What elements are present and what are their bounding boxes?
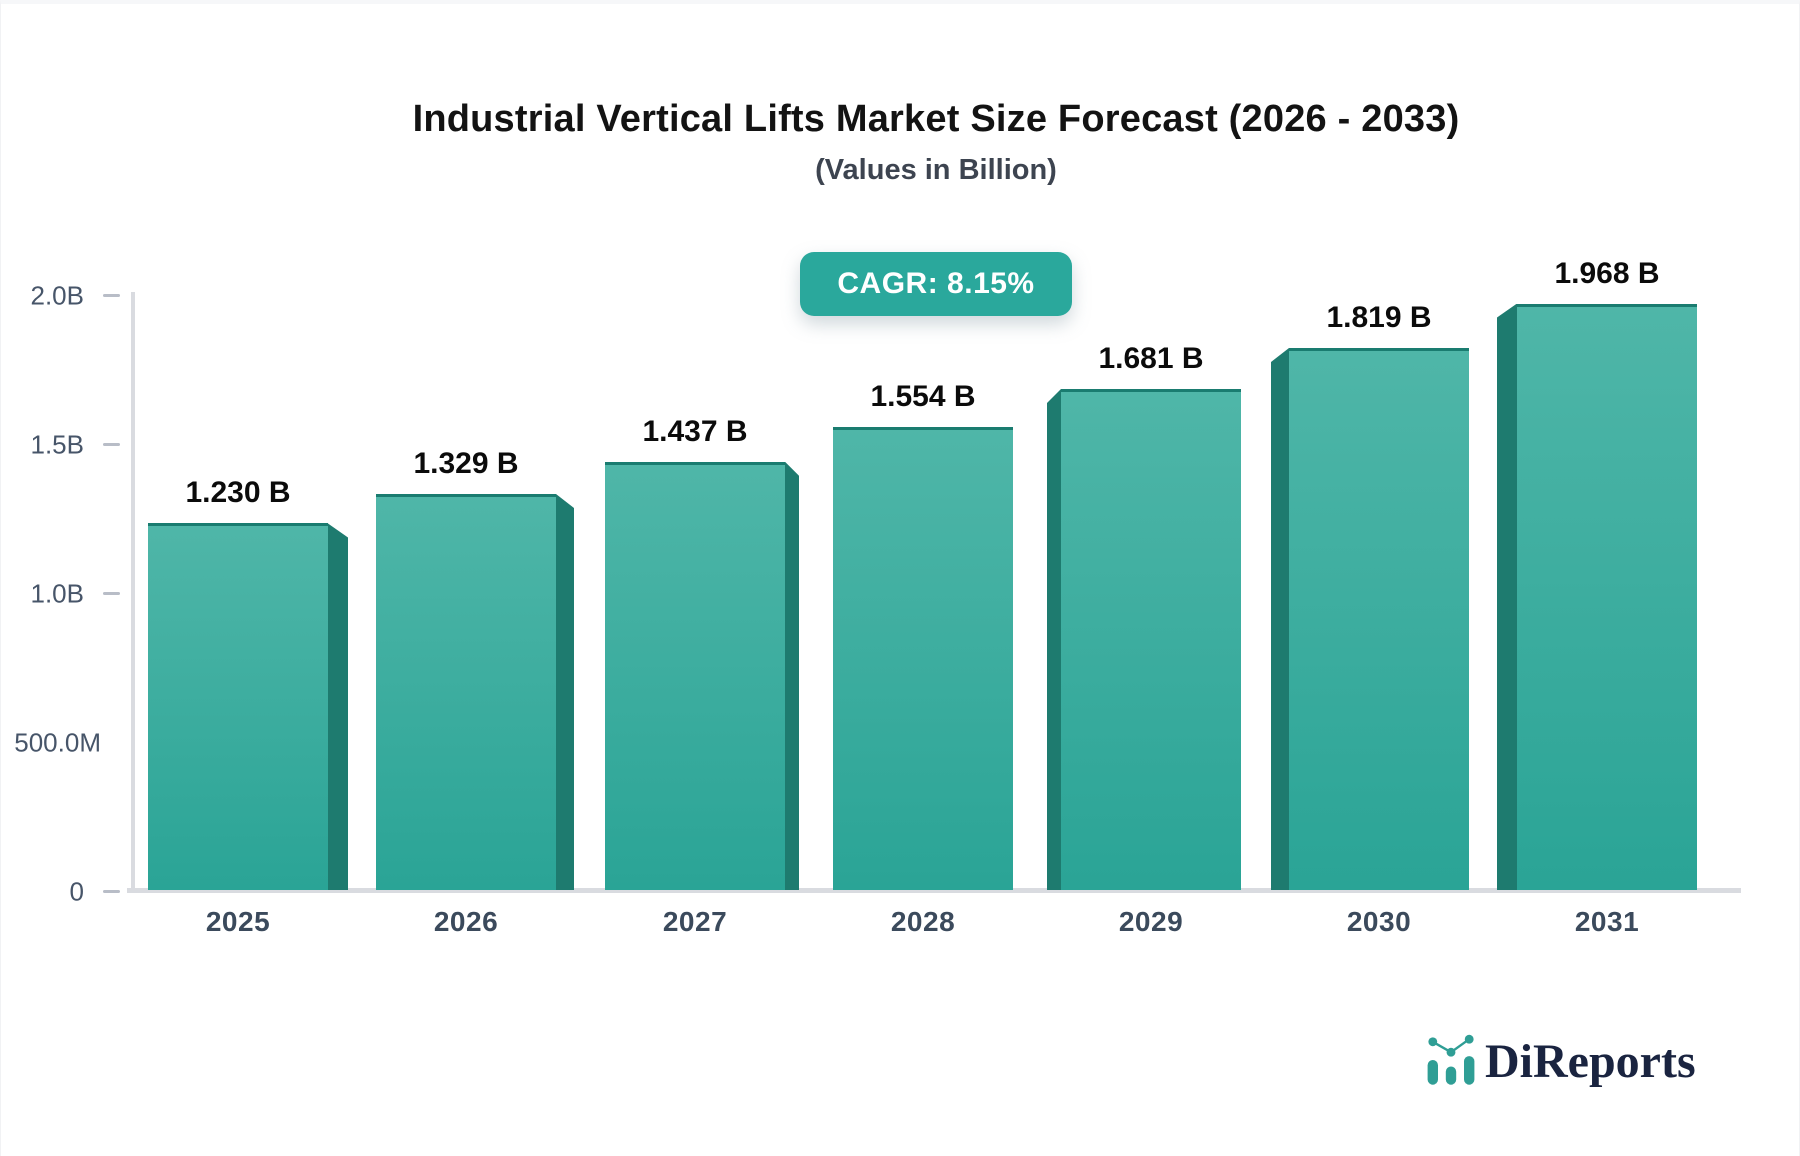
x-tick-label-2026: 2026 — [433, 906, 499, 937]
bar-value-label: 1.968 B — [1554, 256, 1660, 290]
bar-3d-side — [1047, 389, 1061, 890]
bar-2026 — [376, 493, 556, 890]
y-tick-mark — [103, 890, 120, 893]
y-tick-label: 500.0M — [14, 727, 101, 758]
bar-line-chart-icon — [1427, 1034, 1475, 1085]
bar-2025 — [148, 523, 328, 890]
bar-3d-side — [328, 523, 348, 890]
x-tick-label-2030: 2030 — [1346, 906, 1412, 937]
x-tick-label-2025: 2025 — [205, 906, 271, 937]
bar-value-label: 1.819 B — [1326, 300, 1432, 334]
x-tick-label-2027: 2027 — [662, 906, 728, 937]
bar-3d-side — [556, 493, 574, 890]
x-axis-baseline — [127, 888, 1741, 893]
x-tick-label-2031: 2031 — [1574, 906, 1640, 937]
bar-3d-side — [1271, 347, 1289, 890]
bar-value-label: 1.554 B — [870, 379, 976, 413]
y-tick-label: 0 — [69, 876, 84, 907]
logo-text: DiReports — [1485, 1035, 1696, 1088]
chart-title: Industrial Vertical Lifts Market Size Fo… — [412, 98, 1460, 140]
bar-value-label: 1.681 B — [1098, 342, 1204, 376]
bar-value-label: 1.437 B — [642, 414, 748, 448]
y-tick-label: 1.5B — [30, 429, 85, 460]
bar-2030 — [1289, 347, 1469, 890]
y-tick-label: 2.0B — [30, 280, 85, 311]
bar-3d-side — [1497, 303, 1517, 890]
bar-2031 — [1517, 303, 1697, 890]
bar-2027 — [605, 461, 785, 890]
bar-value-label: 1.230 B — [185, 476, 291, 510]
x-tick-label-2029: 2029 — [1118, 906, 1184, 937]
direports-logo: DiReports — [1425, 1032, 1696, 1088]
y-tick-label: 1.0B — [30, 578, 85, 609]
bar-3d-side — [785, 461, 799, 890]
bar-2028 — [833, 426, 1013, 890]
cagr-badge-row: CAGR: 8.15% — [131, 252, 1741, 316]
cagr-badge: CAGR: 8.15% — [800, 252, 1072, 316]
bar-value-label: 1.329 B — [413, 446, 519, 480]
chart-subtitle: (Values in Billion) — [815, 154, 1057, 186]
y-tick-mark — [103, 294, 120, 297]
y-tick-mark — [103, 592, 120, 595]
y-axis-line — [131, 292, 135, 893]
bar-2029 — [1061, 389, 1241, 890]
y-tick-mark — [103, 443, 120, 446]
x-tick-label-2028: 2028 — [890, 906, 956, 937]
